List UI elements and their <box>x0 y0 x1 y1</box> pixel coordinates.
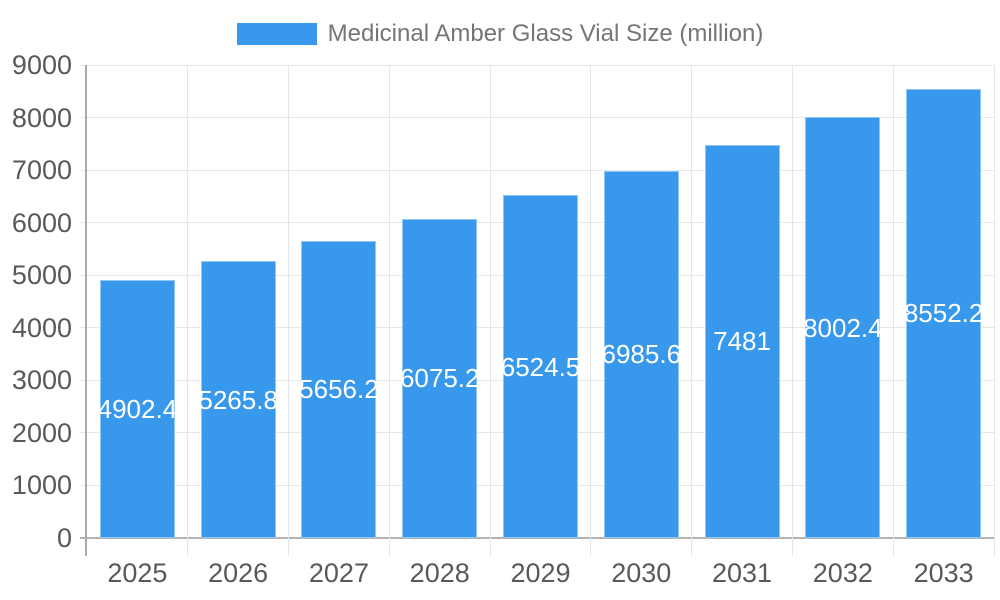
x-tick-label-2027: 2027 <box>308 558 369 588</box>
category-boundary-line-4 <box>489 65 491 556</box>
bar-value-label-2028: 6075.2 <box>399 363 480 394</box>
category-boundary-line-6 <box>691 65 693 556</box>
category-boundary-line-9 <box>993 65 995 556</box>
bar-2030[interactable] <box>603 170 679 538</box>
bar-2026[interactable] <box>200 261 276 538</box>
y-tick-label-6000: 6000 <box>11 207 72 238</box>
category-boundary-line-8 <box>892 65 894 556</box>
bar-2033[interactable] <box>906 88 982 538</box>
y-tick-label-4000: 4000 <box>11 312 72 343</box>
y-axis-line <box>85 65 87 556</box>
bar-value-label-2030: 6985.6 <box>601 339 682 370</box>
x-tick-label-2026: 2026 <box>208 558 269 588</box>
y-tick-label-1000: 1000 <box>11 470 72 501</box>
bar-value-label-2032: 8002.4 <box>803 312 883 343</box>
x-tick-label-2032: 2032 <box>812 558 873 588</box>
legend[interactable]: Medicinal Amber Glass Vial Size (million… <box>0 20 1000 48</box>
bar-value-label-2027: 5656.2 <box>299 374 379 405</box>
bar-value-label-2033: 8552.2 <box>903 298 984 329</box>
bar-value-label-2026: 5265.8 <box>198 384 278 415</box>
bar-2027[interactable] <box>301 240 377 538</box>
bar-2031[interactable] <box>704 144 780 538</box>
x-tick-label-2033: 2033 <box>913 558 974 588</box>
bar-2032[interactable] <box>805 117 881 538</box>
bar-2029[interactable] <box>503 195 578 538</box>
bar-2025[interactable] <box>99 280 175 538</box>
y-tick-label-5000: 5000 <box>11 260 72 291</box>
y-tick-label-9000: 9000 <box>11 50 72 80</box>
x-axis-baseline <box>80 537 994 539</box>
category-boundary-line-7 <box>791 65 793 556</box>
x-tick-label-2031: 2031 <box>712 558 773 588</box>
gridline-y-7000 <box>80 169 994 171</box>
bar-value-label-2025: 4902.4 <box>97 394 178 425</box>
bar-value-label-2029: 6524.5 <box>500 351 581 382</box>
gridline-y-9000 <box>80 64 994 66</box>
y-tick-label-3000: 3000 <box>11 365 72 396</box>
legend-swatch <box>236 23 317 45</box>
category-boundary-line-2 <box>288 65 290 556</box>
category-boundary-line-5 <box>590 65 592 556</box>
gridline-y-8000 <box>80 117 994 119</box>
bar-2028[interactable] <box>402 218 478 538</box>
x-tick-label-2030: 2030 <box>611 558 672 588</box>
legend-label: Medicinal Amber Glass Vial Size (million… <box>327 20 764 47</box>
category-boundary-line-3 <box>388 65 390 556</box>
x-tick-label-2028: 2028 <box>409 558 470 588</box>
y-tick-label-7000: 7000 <box>11 155 72 186</box>
category-boundary-line-1 <box>187 65 189 556</box>
y-tick-label-2000: 2000 <box>11 417 72 448</box>
x-tick-label-2025: 2025 <box>107 558 168 588</box>
y-tick-label-8000: 8000 <box>11 102 72 133</box>
y-tick-label-0: 0 <box>56 523 72 553</box>
bar-value-label-2031: 7481 <box>713 326 771 357</box>
x-tick-label-2029: 2029 <box>510 558 571 588</box>
